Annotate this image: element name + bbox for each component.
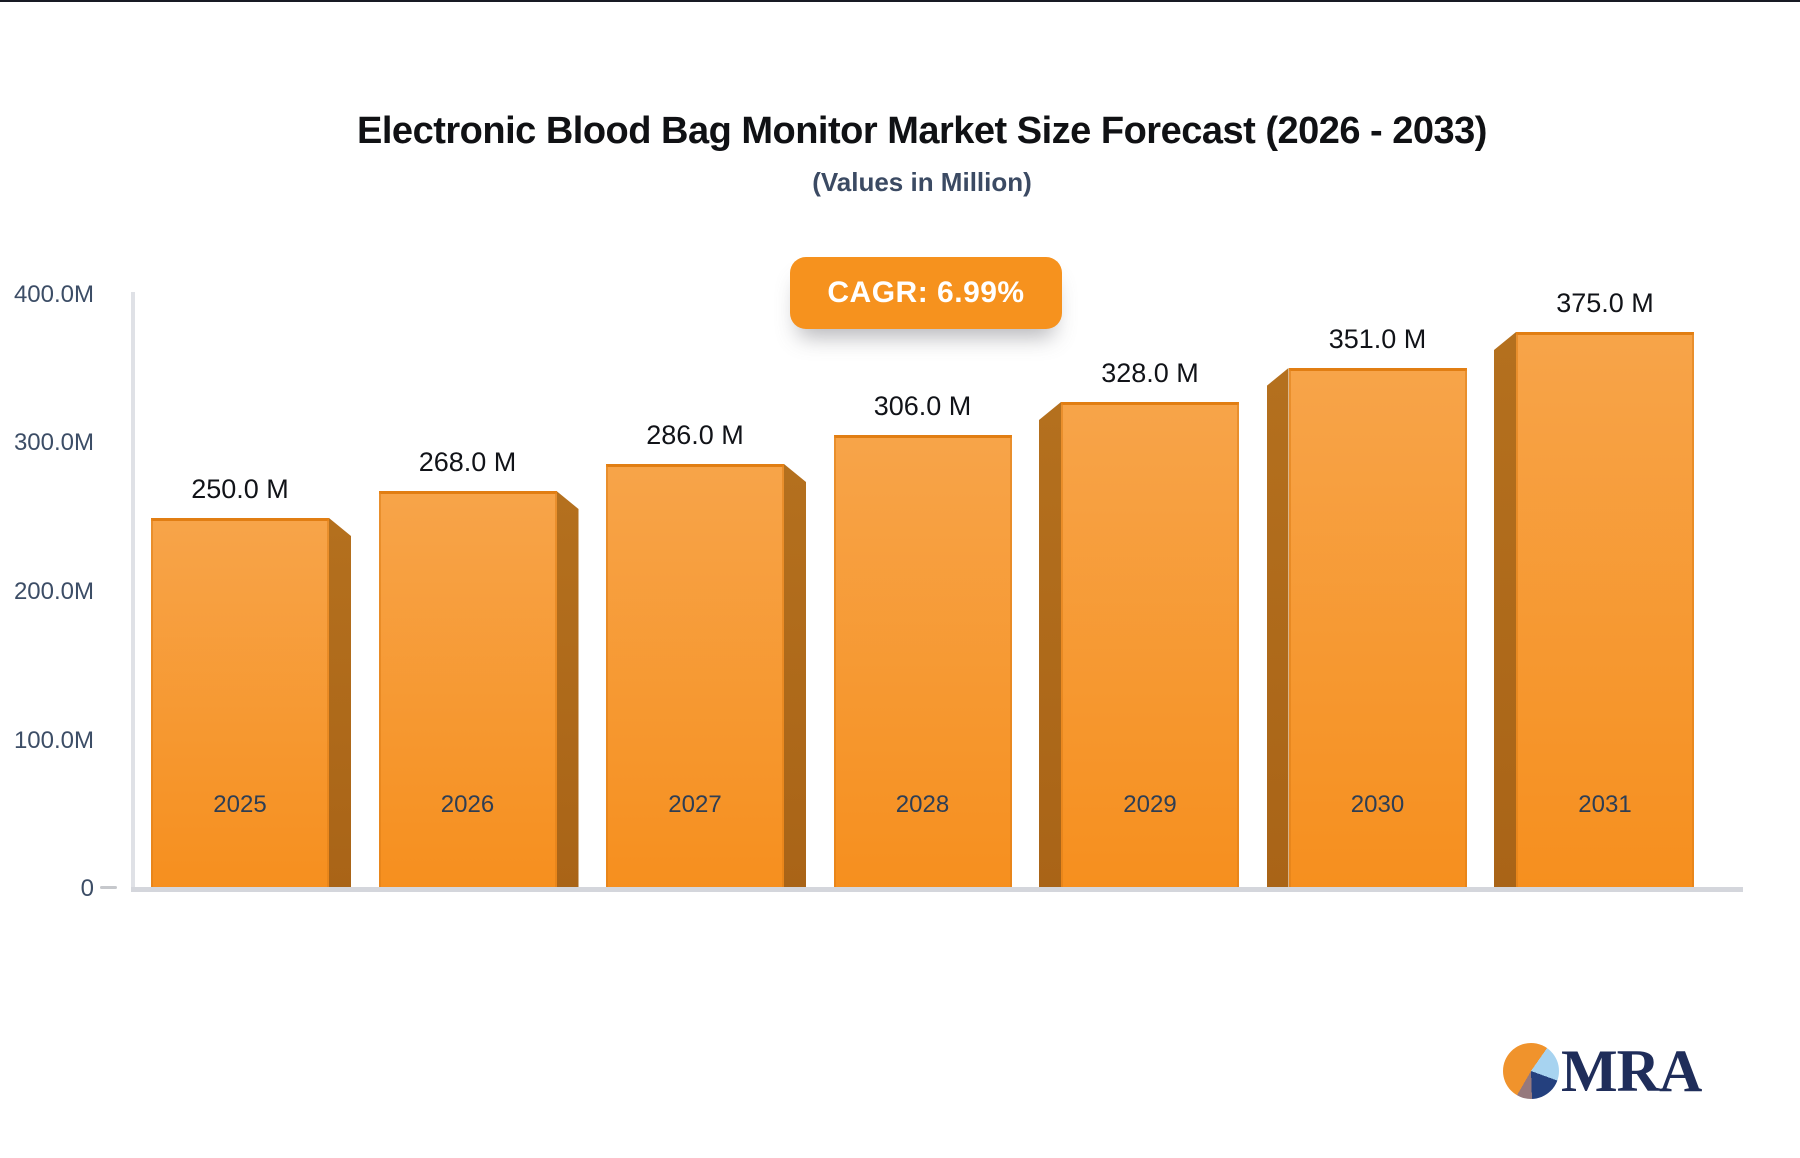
bar-value-label: 286.0 M <box>646 420 744 450</box>
chart-header: Electronic Blood Bag Monitor Market Size… <box>22 110 1800 197</box>
x-axis-baseline <box>131 887 1743 892</box>
bar-2031 <box>1516 332 1694 891</box>
cagr-badge-label: CAGR: 6.99% <box>827 276 1025 309</box>
zero-tick-dash <box>100 886 117 889</box>
bar-value-label: 306.0 M <box>873 391 972 421</box>
y-tick-label: 100.0M <box>13 727 94 754</box>
bar-3d-side <box>1039 402 1061 891</box>
bar-2025 <box>151 518 329 891</box>
bar-value-label: 268.0 M <box>418 447 517 477</box>
bar-value-label: 375.0 M <box>1556 288 1654 318</box>
bar-2026 <box>378 491 557 891</box>
bar-value-label: 351.0 M <box>1328 324 1427 354</box>
bar-3d-side <box>556 491 579 891</box>
x-tick-label: 2025 <box>213 791 267 818</box>
bar-3d-side <box>784 464 806 891</box>
x-tick-label: 2027 <box>668 791 722 818</box>
x-tick-label: 2029 <box>1123 791 1177 818</box>
mra-logo-text: MRA <box>1561 1038 1702 1104</box>
y-tick-label: 200.0M <box>13 578 94 605</box>
bar-2027 <box>606 464 784 891</box>
bar-value-label: 250.0 M <box>191 474 289 504</box>
bar-3d-side <box>329 518 351 891</box>
y-tick-label: 400.0M <box>13 281 94 308</box>
pie-chart-logo-icon <box>1503 1043 1559 1099</box>
x-tick-label: 2031 <box>1578 791 1632 818</box>
y-tick-label: 300.0M <box>13 429 94 456</box>
bar-3d-side <box>1266 368 1289 891</box>
cagr-badge: CAGR: 6.99% <box>790 257 1062 329</box>
chart-title: Electronic Blood Bag Monitor Market Size… <box>357 110 1487 152</box>
y-axis-line <box>131 292 135 891</box>
y-tick-label: 0 <box>80 875 94 902</box>
x-tick-label: 2028 <box>895 791 950 818</box>
bar-2030 <box>1288 368 1467 891</box>
bar-3d-side <box>1494 332 1516 891</box>
bar-2029 <box>1061 402 1239 891</box>
x-tick-label: 2026 <box>440 791 495 818</box>
x-tick-label: 2030 <box>1350 791 1405 818</box>
chart-subtitle: (Values in Million) <box>812 167 1032 197</box>
bar-value-label: 328.0 M <box>1101 358 1199 388</box>
bar-2028 <box>833 435 1012 891</box>
mra-logo: MRA <box>1503 1036 1702 1106</box>
